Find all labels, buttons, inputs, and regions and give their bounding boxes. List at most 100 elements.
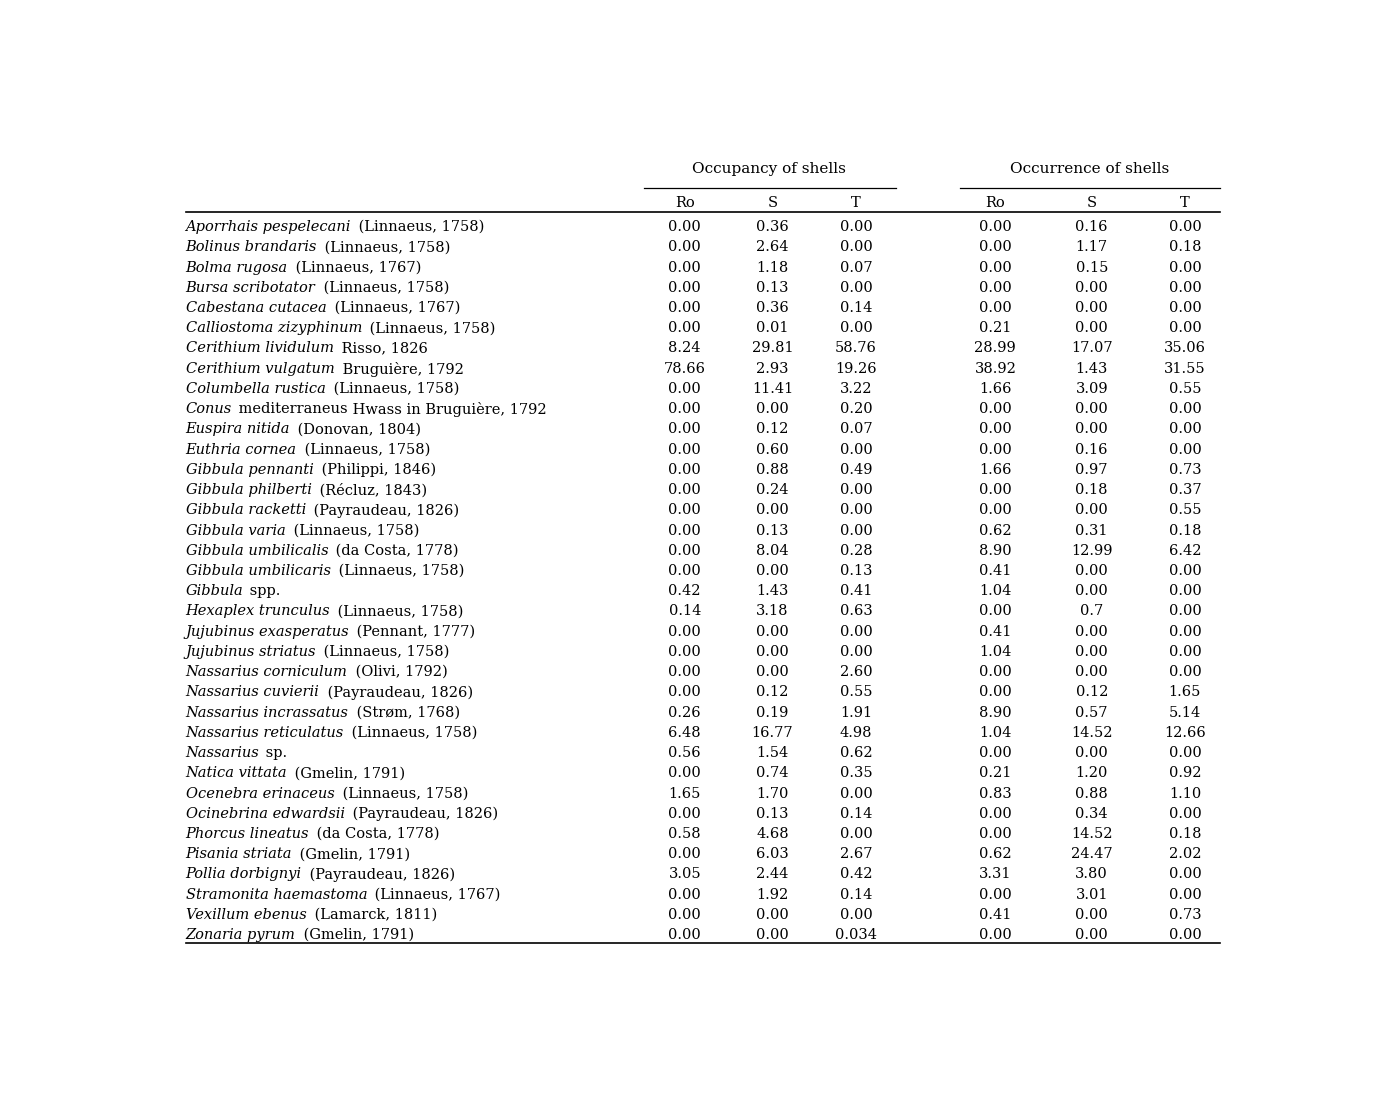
Text: 3.18: 3.18 bbox=[756, 605, 789, 618]
Text: 1.04: 1.04 bbox=[978, 725, 1012, 740]
Text: 0.00: 0.00 bbox=[840, 321, 872, 336]
Text: 0.14: 0.14 bbox=[840, 888, 872, 902]
Text: Risso, 1826: Risso, 1826 bbox=[337, 341, 427, 355]
Text: Ro: Ro bbox=[674, 197, 695, 210]
Text: 0.92: 0.92 bbox=[1169, 766, 1201, 781]
Text: (Philippi, 1846): (Philippi, 1846) bbox=[316, 463, 435, 477]
Text: 0.00: 0.00 bbox=[669, 645, 701, 659]
Text: 0.00: 0.00 bbox=[756, 907, 789, 922]
Text: (Payraudeau, 1826): (Payraudeau, 1826) bbox=[305, 868, 455, 882]
Text: 0.00: 0.00 bbox=[669, 484, 701, 497]
Text: 0.12: 0.12 bbox=[756, 423, 789, 436]
Text: 0.13: 0.13 bbox=[756, 280, 789, 295]
Text: 0.26: 0.26 bbox=[669, 705, 701, 720]
Text: 0.55: 0.55 bbox=[1169, 503, 1201, 518]
Text: (Linnaeus, 1758): (Linnaeus, 1758) bbox=[334, 564, 464, 578]
Text: 0.00: 0.00 bbox=[756, 503, 789, 518]
Text: 0.62: 0.62 bbox=[978, 523, 1012, 538]
Text: 0.74: 0.74 bbox=[756, 766, 789, 781]
Text: 0.83: 0.83 bbox=[978, 786, 1012, 800]
Text: 0.00: 0.00 bbox=[1169, 605, 1201, 618]
Text: 0.88: 0.88 bbox=[1075, 786, 1108, 800]
Text: 0.00: 0.00 bbox=[669, 402, 701, 416]
Text: Cerithium lividulum: Cerithium lividulum bbox=[185, 341, 333, 355]
Text: 0.00: 0.00 bbox=[669, 807, 701, 820]
Text: 28.99: 28.99 bbox=[974, 341, 1016, 355]
Text: 0.57: 0.57 bbox=[1075, 705, 1108, 720]
Text: (Gmelin, 1791): (Gmelin, 1791) bbox=[299, 928, 413, 942]
Text: 0.13: 0.13 bbox=[756, 807, 789, 820]
Text: Gibbula varia: Gibbula varia bbox=[185, 523, 285, 538]
Text: Columbella rustica: Columbella rustica bbox=[185, 382, 326, 396]
Text: 6.42: 6.42 bbox=[1169, 544, 1201, 558]
Text: 0.00: 0.00 bbox=[669, 301, 701, 315]
Text: 0.00: 0.00 bbox=[1169, 423, 1201, 436]
Text: 0.35: 0.35 bbox=[840, 766, 872, 781]
Text: Nassarius corniculum: Nassarius corniculum bbox=[185, 665, 347, 679]
Text: 0.49: 0.49 bbox=[840, 463, 872, 477]
Text: S: S bbox=[767, 197, 778, 210]
Text: 0.00: 0.00 bbox=[1169, 402, 1201, 416]
Text: 1.43: 1.43 bbox=[1075, 362, 1108, 375]
Text: 3.80: 3.80 bbox=[1075, 868, 1108, 881]
Text: Cabestana cutacea: Cabestana cutacea bbox=[185, 301, 326, 315]
Text: 2.67: 2.67 bbox=[840, 847, 872, 861]
Text: (Linnaeus, 1758): (Linnaeus, 1758) bbox=[337, 786, 468, 800]
Text: 0.14: 0.14 bbox=[669, 605, 701, 618]
Text: T: T bbox=[1180, 197, 1190, 210]
Text: (Linnaeus, 1758): (Linnaeus, 1758) bbox=[321, 241, 451, 254]
Text: 0.00: 0.00 bbox=[840, 484, 872, 497]
Text: Occupancy of shells: Occupancy of shells bbox=[692, 162, 846, 177]
Text: 4.98: 4.98 bbox=[840, 725, 872, 740]
Text: 8.04: 8.04 bbox=[756, 544, 789, 558]
Text: 14.52: 14.52 bbox=[1071, 725, 1113, 740]
Text: 12.99: 12.99 bbox=[1071, 544, 1113, 558]
Text: (Lamarck, 1811): (Lamarck, 1811) bbox=[310, 907, 437, 922]
Text: Calliostoma zizyphinum: Calliostoma zizyphinum bbox=[185, 321, 362, 336]
Text: mediterraneus: mediterraneus bbox=[234, 402, 348, 416]
Text: 1.66: 1.66 bbox=[978, 463, 1012, 477]
Text: 0.00: 0.00 bbox=[1169, 280, 1201, 295]
Text: 0.00: 0.00 bbox=[1169, 564, 1201, 578]
Text: 0.00: 0.00 bbox=[1169, 746, 1201, 760]
Text: 0.41: 0.41 bbox=[840, 584, 872, 598]
Text: 0.15: 0.15 bbox=[1075, 261, 1108, 275]
Text: 0.18: 0.18 bbox=[1169, 241, 1201, 254]
Text: 0.13: 0.13 bbox=[840, 564, 872, 578]
Text: 2.60: 2.60 bbox=[840, 665, 872, 679]
Text: 58.76: 58.76 bbox=[835, 341, 878, 355]
Text: 0.07: 0.07 bbox=[840, 423, 872, 436]
Text: 0.00: 0.00 bbox=[840, 503, 872, 518]
Text: 1.65: 1.65 bbox=[669, 786, 701, 800]
Text: (Linnaeus, 1758): (Linnaeus, 1758) bbox=[354, 220, 485, 234]
Text: 0.00: 0.00 bbox=[978, 503, 1012, 518]
Text: 0.00: 0.00 bbox=[840, 443, 872, 457]
Text: 0.12: 0.12 bbox=[756, 686, 789, 699]
Text: 0.41: 0.41 bbox=[978, 907, 1012, 922]
Text: 0.00: 0.00 bbox=[669, 665, 701, 679]
Text: (Payraudeau, 1826): (Payraudeau, 1826) bbox=[310, 503, 459, 518]
Text: Phorcus lineatus: Phorcus lineatus bbox=[185, 827, 310, 841]
Text: 0.56: 0.56 bbox=[669, 746, 701, 760]
Text: 38.92: 38.92 bbox=[974, 362, 1016, 375]
Text: 14.52: 14.52 bbox=[1071, 827, 1113, 841]
Text: spp.: spp. bbox=[246, 584, 281, 598]
Text: S: S bbox=[1086, 197, 1097, 210]
Text: (Gmelin, 1791): (Gmelin, 1791) bbox=[296, 847, 410, 861]
Text: 0.00: 0.00 bbox=[978, 827, 1012, 841]
Text: Hwass in Bruguière, 1792: Hwass in Bruguière, 1792 bbox=[348, 402, 547, 417]
Text: (Linnaeus, 1758): (Linnaeus, 1758) bbox=[319, 645, 449, 659]
Text: 0.00: 0.00 bbox=[669, 766, 701, 781]
Text: 8.90: 8.90 bbox=[978, 544, 1012, 558]
Text: 0.42: 0.42 bbox=[840, 868, 872, 881]
Text: 0.00: 0.00 bbox=[756, 928, 789, 942]
Text: 0.21: 0.21 bbox=[978, 766, 1012, 781]
Text: Nassarius incrassatus: Nassarius incrassatus bbox=[185, 705, 348, 720]
Text: (Linnaeus, 1758): (Linnaeus, 1758) bbox=[347, 725, 477, 740]
Text: (Olivi, 1792): (Olivi, 1792) bbox=[351, 665, 448, 679]
Text: 0.00: 0.00 bbox=[1075, 625, 1108, 639]
Text: 0.62: 0.62 bbox=[978, 847, 1012, 861]
Text: 0.18: 0.18 bbox=[1169, 827, 1201, 841]
Text: 78.66: 78.66 bbox=[663, 362, 706, 375]
Text: 11.41: 11.41 bbox=[752, 382, 793, 396]
